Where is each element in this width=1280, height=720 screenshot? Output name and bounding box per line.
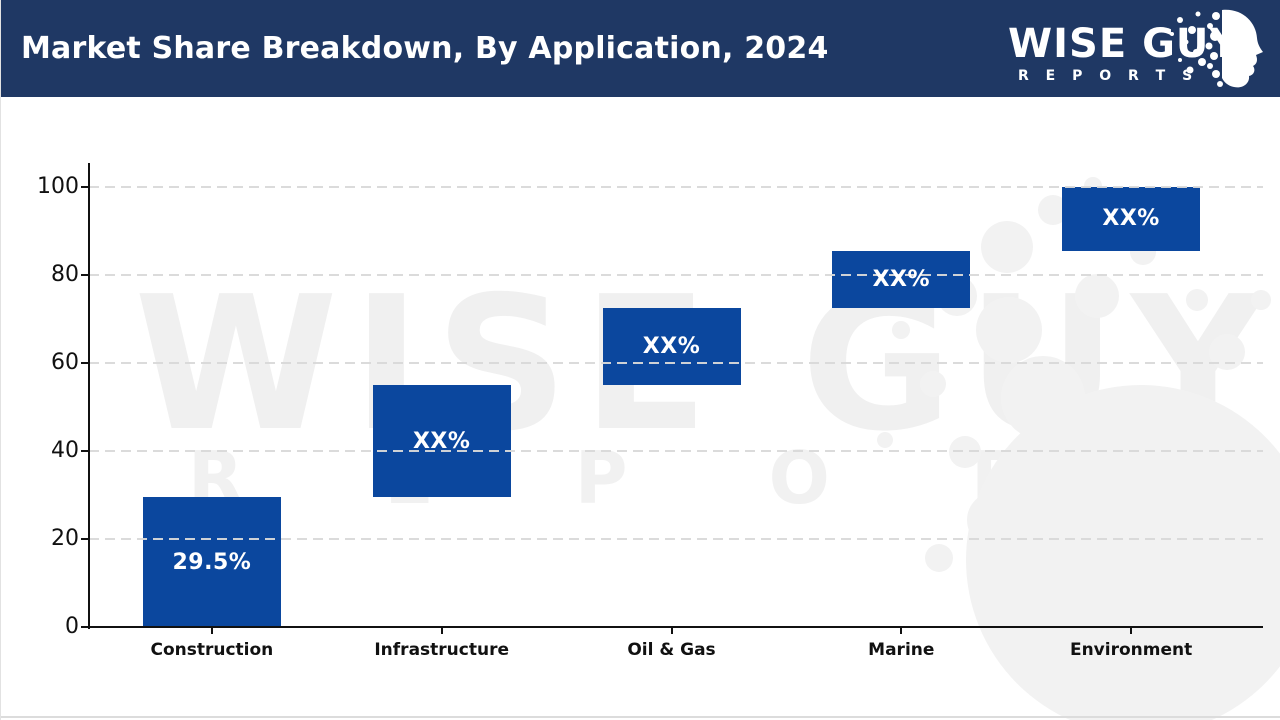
logo-subtitle: R E P O R T S [1018,68,1198,84]
dotted-head-icon [1170,9,1263,87]
bar-marine [832,250,971,308]
x-category-label: Oil & Gas [627,640,716,660]
bar-value-label: XX% [642,334,701,359]
y-tick-label-100: 100 [37,174,79,199]
bar-environment [1062,187,1201,251]
x-tick-2 [670,627,673,634]
x-tick-4 [1130,627,1133,634]
y-tick-40 [81,450,89,452]
bar-construction [142,497,281,627]
y-tick-20 [81,538,89,540]
y-tick-60 [81,362,89,364]
bar-value-label: XX% [872,266,931,292]
x-axis-line [88,626,1263,628]
bottom-divider [1,716,1280,718]
y-tick-label-60: 60 [51,350,79,375]
y-tick-label-80: 80 [51,262,79,287]
y-tick-label-40: 40 [51,438,79,463]
x-category-label: Infrastructure [374,640,509,660]
x-tick-3 [900,627,903,634]
grid-line-60 [89,362,1263,364]
grid-line-100 [89,186,1263,188]
x-category-label: Marine [868,640,935,660]
bar-value-label: XX% [412,428,471,454]
page-title: Market Share Breakdown, By Application, … [21,31,829,66]
wise-guy-reports-logo: WISE GUY R E P O R T S [1008,9,1263,87]
y-axis-line [88,163,90,629]
x-category-label: Environment [1069,640,1193,660]
y-tick-100 [81,186,89,188]
grid-line-40 [89,450,1263,452]
grid-line-80 [89,274,1263,276]
bar-infrastructure [372,385,511,498]
y-tick-label-0: 0 [65,614,79,639]
x-category-label: Construction [150,640,274,660]
y-tick-0 [81,626,89,628]
grid-line-20 [89,538,1263,540]
x-tick-0 [210,627,213,634]
bar-oil-gas [602,308,741,385]
bar-value-label: XX% [1102,206,1160,232]
x-tick-1 [440,627,443,634]
y-tick-label-20: 20 [51,526,79,551]
bar-value-label: 29.5% [172,549,252,575]
header-bar: Market Share Breakdown, By Application, … [1,0,1280,97]
y-tick-80 [81,274,89,276]
